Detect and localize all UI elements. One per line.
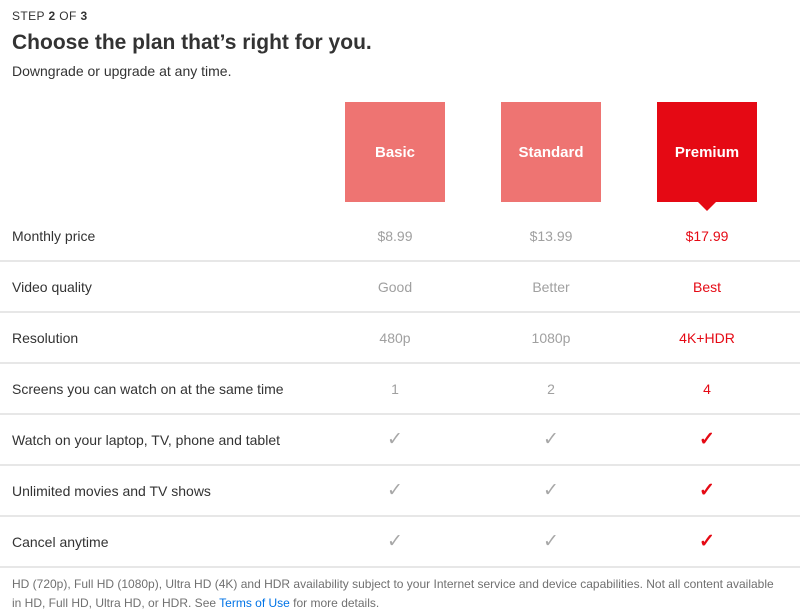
row-label: Screens you can watch on at the same tim… — [12, 380, 284, 397]
step-of: OF — [59, 9, 77, 23]
fine-print-text-after: for more details. — [289, 595, 380, 610]
standard-video-quality: Better — [532, 278, 570, 295]
standard-resolution: 1080p — [531, 329, 571, 346]
row-label: Video quality — [12, 278, 92, 295]
plan-premium-button[interactable]: Premium — [657, 102, 757, 202]
basic-video-quality: Good — [377, 278, 413, 295]
row-label: Unlimited movies and TV shows — [12, 482, 211, 499]
row-label: Resolution — [12, 329, 79, 346]
plan-comparison-table: Monthly price $8.99 $13.99 $17.99 Video … — [0, 211, 800, 568]
basic-resolution: 480p — [379, 329, 411, 346]
step-total: 3 — [80, 9, 88, 23]
page-title: Choose the plan that’s right for you. — [12, 31, 372, 54]
fine-print-text-before: HD (720p), Full HD (1080p), Ultra HD (4K… — [12, 577, 774, 610]
table-row-unlimited: Unlimited movies and TV shows ✓ ✓ ✓ — [0, 466, 800, 517]
premium-monthly-price: $17.99 — [685, 227, 729, 244]
standard-screens: 2 — [547, 380, 555, 397]
basic-check-icon: ✓ — [387, 531, 403, 552]
premium-check-icon: ✓ — [699, 480, 715, 501]
standard-check-icon: ✓ — [543, 429, 559, 450]
standard-monthly-price: $13.99 — [529, 227, 573, 244]
header: STEP 2 OF 3 Choose the plan that’s right… — [0, 0, 800, 79]
premium-video-quality: Best — [692, 278, 721, 295]
premium-resolution: 4K+HDR — [679, 329, 735, 346]
step-indicator: STEP 2 OF 3 — [12, 9, 788, 23]
plan-spacer — [0, 102, 345, 202]
row-label: Cancel anytime — [12, 533, 109, 550]
row-label: Monthly price — [12, 227, 96, 244]
plan-standard-button[interactable]: Standard — [501, 102, 601, 202]
table-row-screens: Screens you can watch on at the same tim… — [0, 364, 800, 415]
row-label: Watch on your laptop, TV, phone and tabl… — [12, 431, 281, 448]
premium-screens: 4 — [703, 380, 711, 397]
page-subtitle: Downgrade or upgrade at any time. — [12, 63, 232, 79]
plan-header-row: Basic Standard Premium — [0, 102, 800, 202]
plan-basic-label: Basic — [374, 143, 416, 161]
basic-check-icon: ✓ — [387, 480, 403, 501]
premium-check-icon: ✓ — [699, 429, 715, 450]
basic-monthly-price: $8.99 — [377, 227, 413, 244]
plan-premium-label: Premium — [674, 143, 740, 161]
standard-check-icon: ✓ — [543, 480, 559, 501]
fine-print: HD (720p), Full HD (1080p), Ultra HD (4K… — [0, 568, 796, 613]
plan-basic-button[interactable]: Basic — [345, 102, 445, 202]
premium-check-icon: ✓ — [699, 531, 715, 552]
terms-of-use-link[interactable]: Terms of Use — [219, 595, 290, 610]
basic-screens: 1 — [391, 380, 399, 397]
basic-check-icon: ✓ — [387, 429, 403, 450]
standard-check-icon: ✓ — [543, 531, 559, 552]
table-row-video-quality: Video quality Good Better Best — [0, 262, 800, 313]
table-row-resolution: Resolution 480p 1080p 4K+HDR — [0, 313, 800, 364]
step-current: 2 — [48, 9, 56, 23]
plan-standard-label: Standard — [518, 143, 584, 161]
table-row-cancel-anytime: Cancel anytime ✓ ✓ ✓ — [0, 517, 800, 568]
step-prefix: STEP — [12, 9, 45, 23]
table-row-watch-devices: Watch on your laptop, TV, phone and tabl… — [0, 415, 800, 466]
table-row-monthly-price: Monthly price $8.99 $13.99 $17.99 — [0, 211, 800, 262]
